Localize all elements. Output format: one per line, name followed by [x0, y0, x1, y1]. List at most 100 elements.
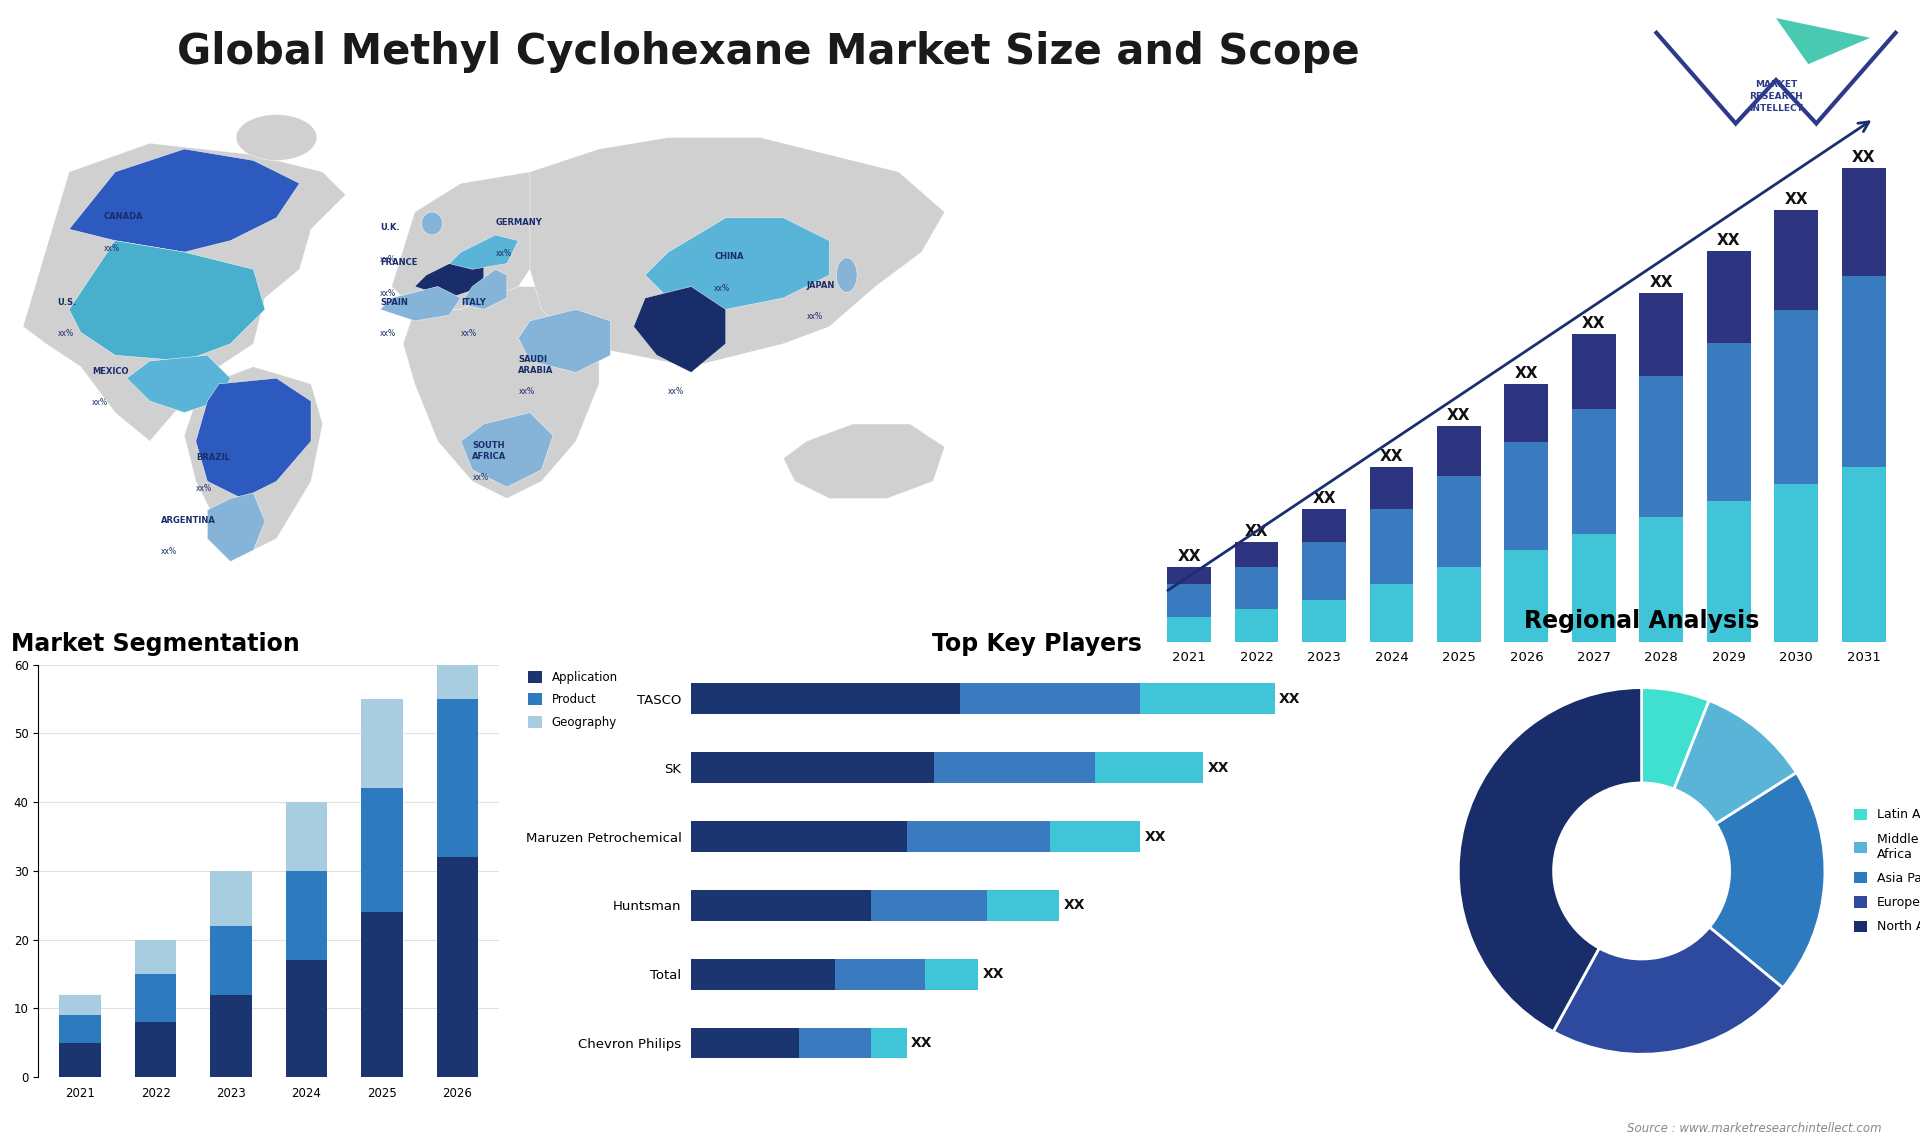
Text: xx%: xx%: [161, 548, 177, 556]
Polygon shape: [530, 138, 945, 367]
Text: xx%: xx%: [472, 472, 488, 481]
Bar: [835, 959, 925, 990]
Text: xx%: xx%: [196, 484, 211, 493]
Bar: [1167, 567, 1212, 583]
Polygon shape: [645, 218, 829, 309]
Bar: [987, 890, 1060, 921]
Polygon shape: [461, 413, 553, 487]
Bar: [1302, 601, 1346, 642]
Bar: [1235, 609, 1279, 642]
Text: JAPAN: JAPAN: [806, 281, 835, 290]
Polygon shape: [380, 286, 461, 321]
Bar: [1094, 752, 1202, 783]
Wedge shape: [1553, 927, 1784, 1054]
Title: Regional Analysis: Regional Analysis: [1524, 609, 1759, 633]
Bar: [1707, 501, 1751, 642]
Bar: [691, 959, 835, 990]
Bar: [1707, 251, 1751, 343]
Bar: [60, 1043, 102, 1077]
Legend: Latin America, Middle East &
Africa, Asia Pacific, Europe, North America: Latin America, Middle East & Africa, Asi…: [1855, 808, 1920, 934]
Bar: [872, 1028, 906, 1059]
Text: GERMANY: GERMANY: [495, 218, 541, 227]
Bar: [134, 1022, 177, 1077]
Text: ARGENTINA: ARGENTINA: [161, 516, 217, 525]
Bar: [1436, 426, 1480, 476]
Polygon shape: [184, 367, 323, 556]
Polygon shape: [415, 258, 484, 298]
Text: XX: XX: [1582, 316, 1605, 331]
Bar: [925, 959, 979, 990]
Bar: [436, 699, 478, 857]
Polygon shape: [461, 269, 507, 309]
Text: Global Methyl Cyclohexane Market Size and Scope: Global Methyl Cyclohexane Market Size an…: [177, 31, 1359, 72]
Bar: [1302, 509, 1346, 542]
Polygon shape: [634, 286, 726, 372]
Polygon shape: [69, 149, 300, 252]
Bar: [799, 1028, 872, 1059]
Bar: [1841, 468, 1885, 642]
Polygon shape: [403, 286, 599, 499]
Text: xx%: xx%: [380, 289, 396, 298]
Polygon shape: [127, 355, 230, 413]
Text: Market Segmentation: Market Segmentation: [12, 631, 300, 656]
Text: xx%: xx%: [58, 330, 73, 338]
Text: FRANCE: FRANCE: [380, 258, 417, 267]
Bar: [211, 871, 252, 926]
Text: xx%: xx%: [668, 387, 684, 395]
Bar: [286, 871, 326, 960]
Bar: [1167, 583, 1212, 617]
Bar: [1369, 468, 1413, 509]
Text: xx%: xx%: [495, 250, 511, 258]
Polygon shape: [1776, 18, 1870, 64]
Text: XX: XX: [1244, 524, 1269, 539]
Bar: [1235, 567, 1279, 609]
Wedge shape: [1709, 772, 1824, 988]
Text: ITALY: ITALY: [461, 298, 486, 307]
Text: xx%: xx%: [92, 399, 108, 407]
Text: xx%: xx%: [518, 387, 534, 395]
Text: SAUDI
ARABIA: SAUDI ARABIA: [518, 355, 553, 375]
Ellipse shape: [236, 115, 317, 160]
Bar: [436, 857, 478, 1077]
Polygon shape: [518, 309, 611, 372]
Wedge shape: [1642, 688, 1709, 790]
Bar: [691, 890, 872, 921]
Bar: [1369, 583, 1413, 642]
Bar: [1707, 343, 1751, 501]
Bar: [60, 1015, 102, 1043]
Text: XX: XX: [1649, 275, 1672, 290]
Bar: [211, 926, 252, 995]
Bar: [1369, 509, 1413, 583]
Ellipse shape: [422, 212, 442, 235]
Bar: [286, 960, 326, 1077]
Legend: Application, Product, Geography: Application, Product, Geography: [528, 670, 618, 729]
Text: xx%: xx%: [380, 256, 396, 264]
Bar: [361, 912, 403, 1077]
Bar: [960, 683, 1140, 714]
Polygon shape: [783, 424, 945, 499]
Text: XX: XX: [1380, 449, 1404, 464]
Text: U.K.: U.K.: [380, 223, 399, 233]
Text: xx%: xx%: [806, 313, 822, 321]
Polygon shape: [207, 493, 265, 562]
Bar: [1774, 484, 1818, 642]
Bar: [1841, 168, 1885, 276]
Bar: [1640, 517, 1684, 642]
Bar: [1572, 335, 1617, 409]
Bar: [1572, 534, 1617, 642]
Text: XX: XX: [912, 1036, 933, 1050]
Bar: [691, 683, 960, 714]
Text: SPAIN: SPAIN: [380, 298, 409, 307]
Text: xx%: xx%: [461, 330, 476, 338]
Text: xx%: xx%: [714, 283, 730, 292]
Bar: [1640, 293, 1684, 376]
Bar: [1167, 617, 1212, 642]
Text: xx%: xx%: [380, 330, 396, 338]
Bar: [1505, 384, 1548, 442]
Polygon shape: [449, 235, 518, 269]
Bar: [1572, 409, 1617, 534]
Bar: [1436, 567, 1480, 642]
Text: xx%: xx%: [104, 244, 119, 252]
Bar: [906, 821, 1050, 851]
Bar: [361, 699, 403, 788]
